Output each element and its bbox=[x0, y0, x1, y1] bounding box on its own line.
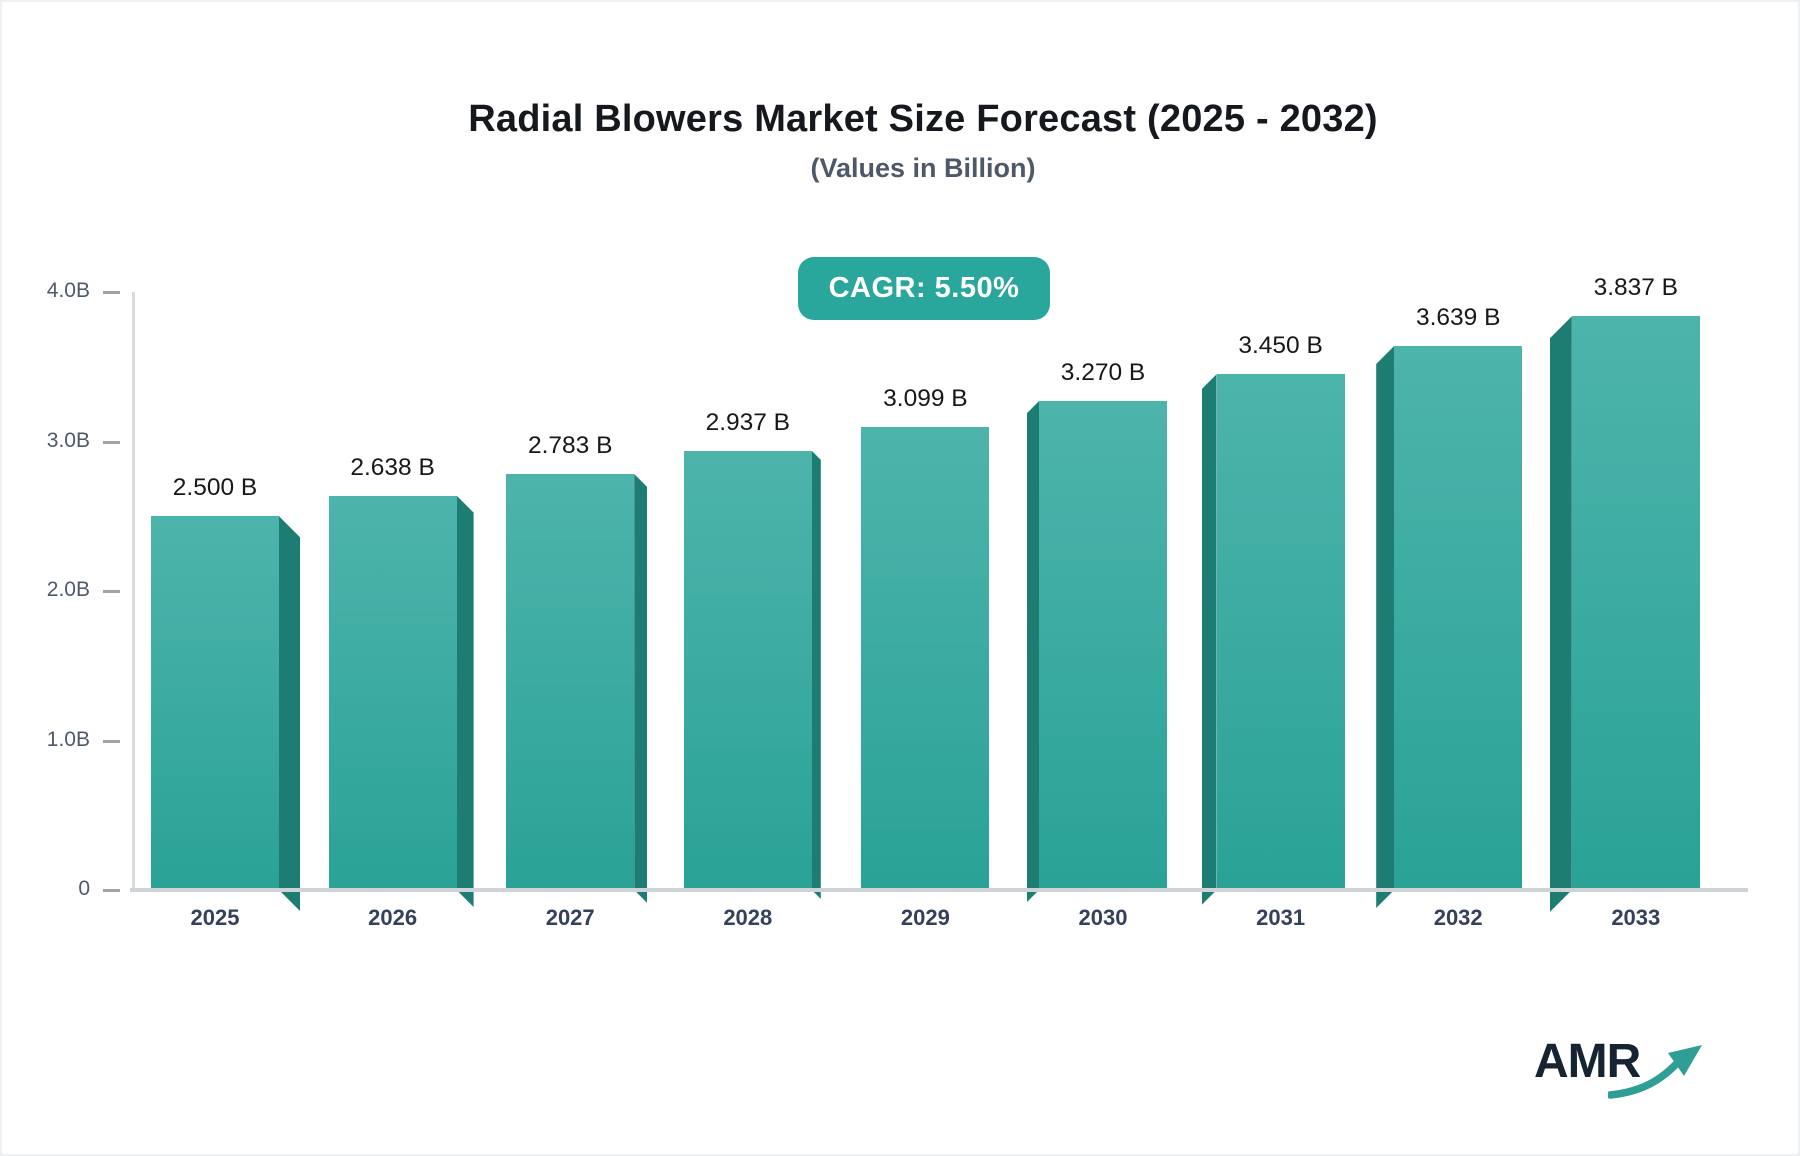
x-axis-label: 2030 bbox=[1078, 905, 1128, 930]
bar-2025 bbox=[151, 516, 279, 890]
bar-side-2031 bbox=[1201, 374, 1217, 905]
amr-logo: AMR bbox=[1534, 1034, 1734, 1124]
bar-value-label: 3.450 B bbox=[1238, 332, 1323, 360]
y-axis-tick-mark bbox=[103, 739, 120, 743]
amr-logo-text: AMR bbox=[1534, 1035, 1641, 1088]
bar-2030 bbox=[1039, 401, 1167, 890]
bar-side-2026 bbox=[456, 495, 474, 907]
y-axis-tick-label: 3.0B bbox=[46, 428, 90, 452]
bar-value-label: 2.783 B bbox=[527, 431, 613, 459]
cagr-badge: CAGR: 5.50% bbox=[797, 257, 1051, 320]
bar-value-label: 2.638 B bbox=[350, 453, 435, 481]
bar-2029 bbox=[861, 426, 990, 890]
chart-subtitle: (Values in Billion) bbox=[810, 153, 1036, 183]
bar-value-label: 3.270 B bbox=[1060, 359, 1146, 387]
y-axis-tick-mark bbox=[103, 440, 120, 444]
x-axis-label: 2033 bbox=[1611, 905, 1661, 930]
y-axis-tick-label: 4.0B bbox=[46, 279, 90, 302]
chart-title: Radial Blowers Market Size Forecast (202… bbox=[468, 98, 1378, 140]
growth-arrow-icon bbox=[1608, 1045, 1702, 1099]
bar-side-2028 bbox=[811, 450, 821, 899]
bar-side-2027 bbox=[634, 473, 648, 903]
bar-2032 bbox=[1394, 345, 1523, 890]
y-axis-tick-mark bbox=[103, 590, 120, 593]
x-axis-label: 2028 bbox=[723, 905, 773, 930]
bar-2027 bbox=[506, 473, 635, 890]
x-axis-label: 2025 bbox=[190, 905, 240, 930]
x-axis-label: 2029 bbox=[900, 905, 950, 930]
x-axis-label: 2032 bbox=[1433, 905, 1483, 930]
bar-value-label: 2.500 B bbox=[172, 474, 258, 502]
bar-value-label: 3.639 B bbox=[1415, 303, 1501, 331]
bar-value-label: 3.099 B bbox=[883, 384, 968, 412]
chart-header: Radial Blowers Market Size Forecast (202… bbox=[48, 98, 1798, 184]
bar-2033 bbox=[1571, 316, 1700, 890]
x-axis-label: 2031 bbox=[1256, 905, 1306, 930]
bar-side-2032 bbox=[1376, 345, 1395, 908]
bar-2028 bbox=[683, 450, 812, 890]
cagr-badge-row: CAGR: 5.50% bbox=[50, 257, 1798, 320]
bar-side-2033 bbox=[1549, 316, 1572, 912]
x-axis-line bbox=[130, 888, 1748, 892]
bar-value-label: 3.837 B bbox=[1593, 274, 1679, 302]
y-axis-tick-label: 0 bbox=[78, 877, 90, 900]
y-axis-tick-mark bbox=[103, 291, 120, 294]
y-axis-tick-mark bbox=[103, 889, 120, 892]
y-axis-tick-label: 1.0B bbox=[46, 727, 90, 751]
bar-2026 bbox=[328, 495, 457, 890]
bar-2031 bbox=[1216, 374, 1345, 890]
y-axis-tick-label: 2.0B bbox=[46, 578, 90, 601]
x-axis-label: 2026 bbox=[368, 905, 418, 930]
y-axis-line bbox=[132, 292, 135, 890]
bar-value-label: 2.937 B bbox=[705, 408, 791, 436]
bar-side-2030 bbox=[1027, 401, 1039, 902]
bar-side-2025 bbox=[279, 516, 300, 911]
x-axis-label: 2027 bbox=[545, 905, 595, 930]
